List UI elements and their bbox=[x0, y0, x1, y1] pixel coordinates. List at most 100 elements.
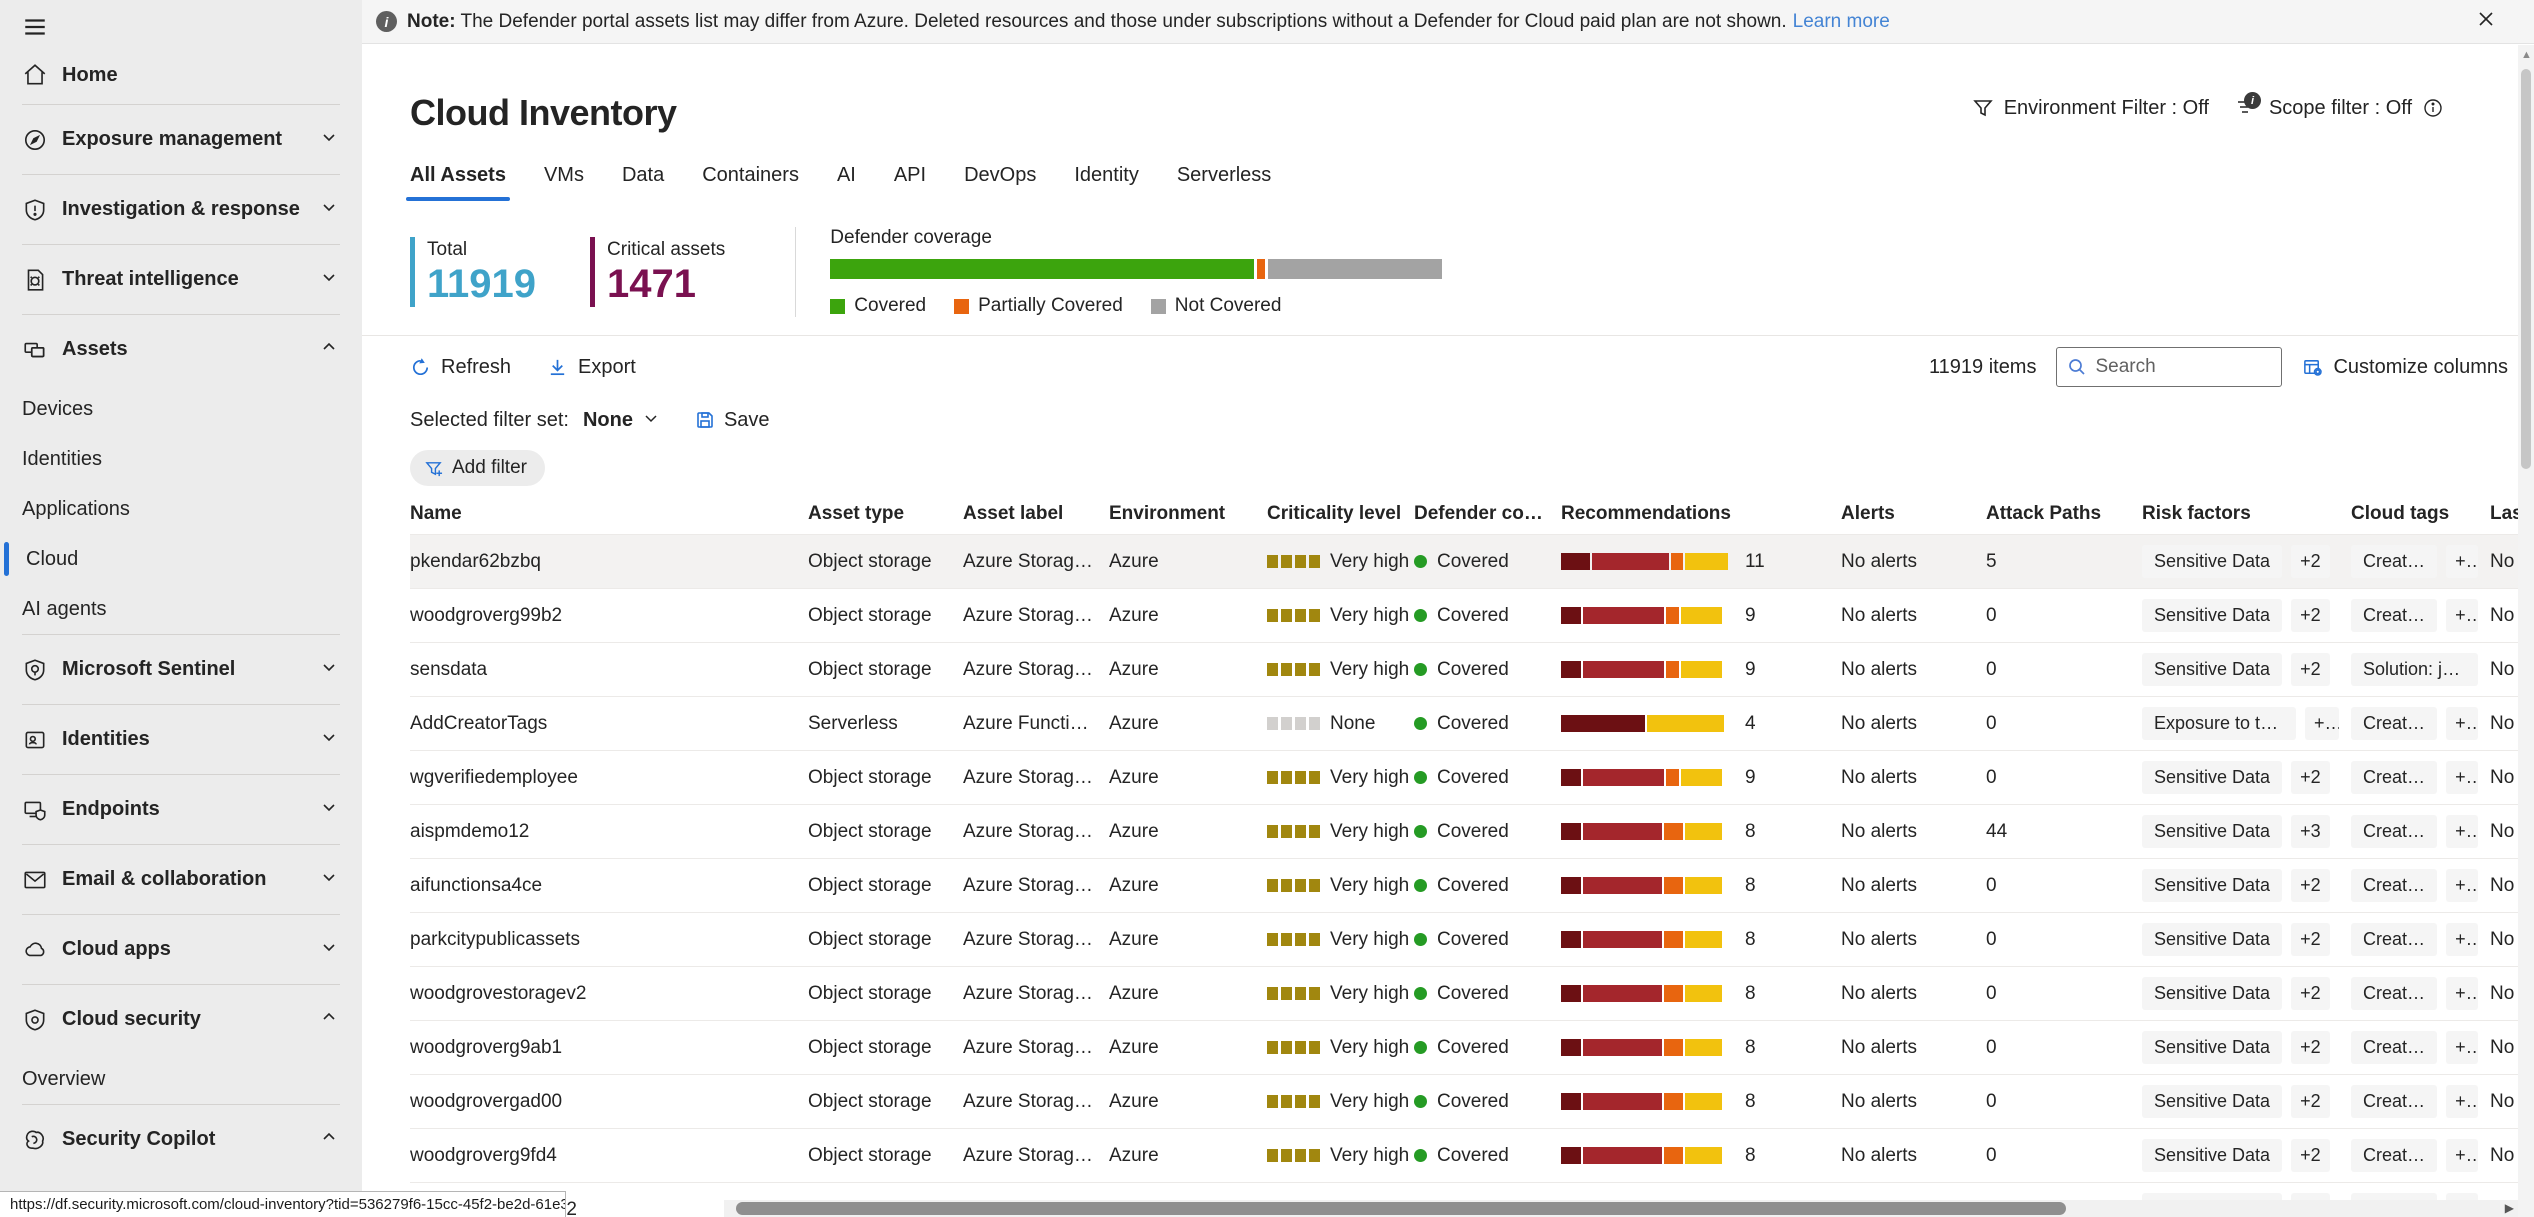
tag-badge[interactable]: CreatedD... bbox=[2351, 545, 2438, 578]
tag-more-badge[interactable]: +3 bbox=[2446, 923, 2478, 956]
close-icon[interactable] bbox=[2472, 5, 2500, 39]
column-header-name[interactable]: Name bbox=[410, 503, 462, 524]
tag-badge[interactable]: CreatedD... bbox=[2351, 1085, 2438, 1118]
sidebar-item-microsoft-sentinel[interactable]: Microsoft Sentinel bbox=[0, 635, 362, 704]
tag-more-badge[interactable]: +2 bbox=[2291, 545, 2330, 578]
tab-containers[interactable]: Containers bbox=[702, 164, 799, 186]
scope-filter-button[interactable]: i Scope filter : Off bbox=[2235, 92, 2444, 120]
tab-api[interactable]: API bbox=[893, 164, 927, 186]
tag-badge[interactable]: CreatedD... bbox=[2351, 815, 2438, 848]
tag-more-badge[interactable]: +2 bbox=[2291, 599, 2330, 632]
horizontal-scrollbar-thumb[interactable] bbox=[736, 1202, 2066, 1215]
tag-more-badge[interactable]: +3 bbox=[2446, 977, 2478, 1010]
tag-more-badge[interactable]: +5 bbox=[2446, 707, 2478, 740]
tag-more-badge[interactable]: +3 bbox=[2446, 815, 2478, 848]
tag-more-badge[interactable]: +1 bbox=[2304, 707, 2339, 740]
tag-badge[interactable]: CreatedD... bbox=[2351, 1031, 2438, 1064]
sidebar-item-exposure-management[interactable]: Exposure management bbox=[0, 105, 362, 174]
scroll-up-arrow-icon[interactable]: ▲ bbox=[2521, 49, 2532, 61]
tag-badge[interactable]: Solution: jumps... bbox=[2351, 653, 2478, 686]
tab-serverless[interactable]: Serverless bbox=[1176, 164, 1272, 186]
sidebar-item-identities[interactable]: Identities bbox=[0, 705, 362, 774]
vertical-scrollbar[interactable]: ▲ bbox=[2518, 45, 2534, 1217]
tag-more-badge[interactable]: +2 bbox=[2291, 977, 2330, 1010]
column-header-environment[interactable]: Environment bbox=[1109, 503, 1226, 524]
search-input[interactable] bbox=[2095, 356, 2272, 378]
column-header-cloud-tags[interactable]: Cloud tags bbox=[2351, 503, 2450, 524]
environment-filter-button[interactable]: Environment Filter : Off bbox=[1972, 97, 2209, 120]
vertical-scrollbar-thumb[interactable] bbox=[2521, 69, 2531, 469]
sidebar-item-email-collaboration[interactable]: Email & collaboration bbox=[0, 845, 362, 914]
tag-badge[interactable]: Sensitive Data bbox=[2142, 1139, 2283, 1172]
sidebar-item-assets[interactable]: Assets bbox=[0, 315, 362, 384]
sidebar-item-identities[interactable]: Identities bbox=[0, 434, 362, 484]
horizontal-scrollbar[interactable]: ▶ bbox=[724, 1200, 2518, 1217]
sidebar-item-cloud-security[interactable]: Cloud security bbox=[0, 985, 362, 1054]
sidebar-item-endpoints[interactable]: Endpoints bbox=[0, 775, 362, 844]
sidebar-item-ai-agents[interactable]: AI agents bbox=[0, 584, 362, 634]
tag-badge[interactable]: CreatedD... bbox=[2351, 761, 2438, 794]
tab-data[interactable]: Data bbox=[621, 164, 665, 186]
tag-badge[interactable]: CreatedD... bbox=[2351, 599, 2438, 632]
table-row[interactable]: parkcitypublicassets Object storage Azure … bbox=[410, 912, 2534, 966]
tag-more-badge[interactable]: +3 bbox=[2446, 869, 2478, 902]
chevron-down-icon[interactable] bbox=[643, 409, 659, 432]
tag-badge[interactable]: Sensitive Data bbox=[2142, 923, 2283, 956]
table-row[interactable]: woodgroverg9ab1 Object storage Azure Stora… bbox=[410, 1020, 2534, 1074]
tag-more-badge[interactable]: +2 bbox=[2446, 599, 2478, 632]
column-header-alerts[interactable]: Alerts bbox=[1841, 503, 1895, 524]
tag-more-badge[interactable]: +3 bbox=[2291, 815, 2330, 848]
add-filter-button[interactable]: Add filter bbox=[410, 450, 545, 486]
table-row[interactable]: AddCreatorTags Serverless Azure Function A… bbox=[410, 696, 2534, 750]
refresh-button[interactable]: Refresh bbox=[410, 356, 511, 379]
customize-columns-button[interactable]: Customize columns bbox=[2302, 356, 2508, 379]
hamburger-menu-icon[interactable] bbox=[0, 8, 362, 46]
tab-devops[interactable]: DevOps bbox=[964, 164, 1037, 186]
tab-all-assets[interactable]: All Assets bbox=[406, 164, 510, 201]
column-header-criticality-level[interactable]: Criticality level bbox=[1267, 503, 1402, 524]
tab-ai[interactable]: AI bbox=[836, 164, 856, 186]
sidebar-item-cloud-apps[interactable]: Cloud apps bbox=[0, 915, 362, 984]
tag-badge[interactable]: Sensitive Data bbox=[2142, 869, 2283, 902]
tag-more-badge[interactable]: +2 bbox=[2291, 1085, 2330, 1118]
export-button[interactable]: Export bbox=[547, 356, 636, 379]
tag-badge[interactable]: Sensitive Data bbox=[2142, 761, 2283, 794]
tag-badge[interactable]: CreatedD... bbox=[2351, 707, 2438, 740]
column-header-asset-type[interactable]: Asset type bbox=[808, 503, 905, 524]
tag-badge[interactable]: Sensitive Data bbox=[2142, 1031, 2283, 1064]
sidebar-item-security-copilot[interactable]: Security Copilot bbox=[0, 1105, 362, 1174]
tag-badge[interactable]: Sensitive Data bbox=[2142, 599, 2283, 632]
tag-more-badge[interactable]: +2 bbox=[2291, 1031, 2330, 1064]
sidebar-item-cloud[interactable]: Cloud bbox=[0, 534, 362, 584]
table-row[interactable]: pkendar62bzbq Object storage Azure Storage… bbox=[410, 534, 2534, 588]
column-header-recommendations[interactable]: Recommendations bbox=[1561, 503, 1731, 524]
tag-badge[interactable]: CreatedD... bbox=[2351, 869, 2438, 902]
sidebar-item-investigation-response[interactable]: Investigation & response bbox=[0, 175, 362, 244]
tag-more-badge[interactable]: +2 bbox=[2291, 653, 2330, 686]
table-row[interactable]: aifunctionsa4ce Object storage Azure Stora… bbox=[410, 858, 2534, 912]
sidebar-item-threat-intelligence[interactable]: Threat intelligence bbox=[0, 245, 362, 314]
table-row[interactable]: sensdata Object storage Azure Storage acco… bbox=[410, 642, 2534, 696]
tag-more-badge[interactable]: +7 bbox=[2446, 545, 2478, 578]
column-header-asset-label[interactable]: Asset label bbox=[963, 503, 1064, 524]
column-header-defender-coverage[interactable]: Defender coverage bbox=[1414, 503, 1561, 524]
tag-more-badge[interactable]: +3 bbox=[2446, 1139, 2478, 1172]
table-row[interactable]: wgverifiedemployee Object storage Azure St… bbox=[410, 750, 2534, 804]
filter-set-value[interactable]: None bbox=[582, 408, 633, 431]
tag-badge[interactable]: Sensitive Data bbox=[2142, 1085, 2283, 1118]
sidebar-item-devices[interactable]: Devices bbox=[0, 384, 362, 434]
tag-more-badge[interactable]: +2 bbox=[2291, 761, 2330, 794]
tag-badge[interactable]: Sensitive Data bbox=[2142, 977, 2283, 1010]
sidebar-item-home[interactable]: Home bbox=[0, 46, 362, 104]
sidebar-item-overview[interactable]: Overview bbox=[0, 1054, 362, 1104]
column-header-risk-factors[interactable]: Risk factors bbox=[2142, 503, 2251, 524]
tag-badge[interactable]: Sensitive Data bbox=[2142, 545, 2283, 578]
search-box[interactable] bbox=[2056, 347, 2283, 387]
table-row[interactable]: aispmdemo12 Object storage Azure Storage a… bbox=[410, 804, 2534, 858]
save-button[interactable]: Save bbox=[695, 409, 770, 432]
tag-badge[interactable]: Exposure to the Int... bbox=[2142, 707, 2296, 740]
tag-more-badge[interactable]: +2 bbox=[2291, 869, 2330, 902]
tab-identity[interactable]: Identity bbox=[1074, 164, 1139, 186]
tag-more-badge[interactable]: +2 bbox=[2291, 1139, 2330, 1172]
table-row[interactable]: woodgrovestoragev2 Object storage Azure St… bbox=[410, 966, 2534, 1020]
